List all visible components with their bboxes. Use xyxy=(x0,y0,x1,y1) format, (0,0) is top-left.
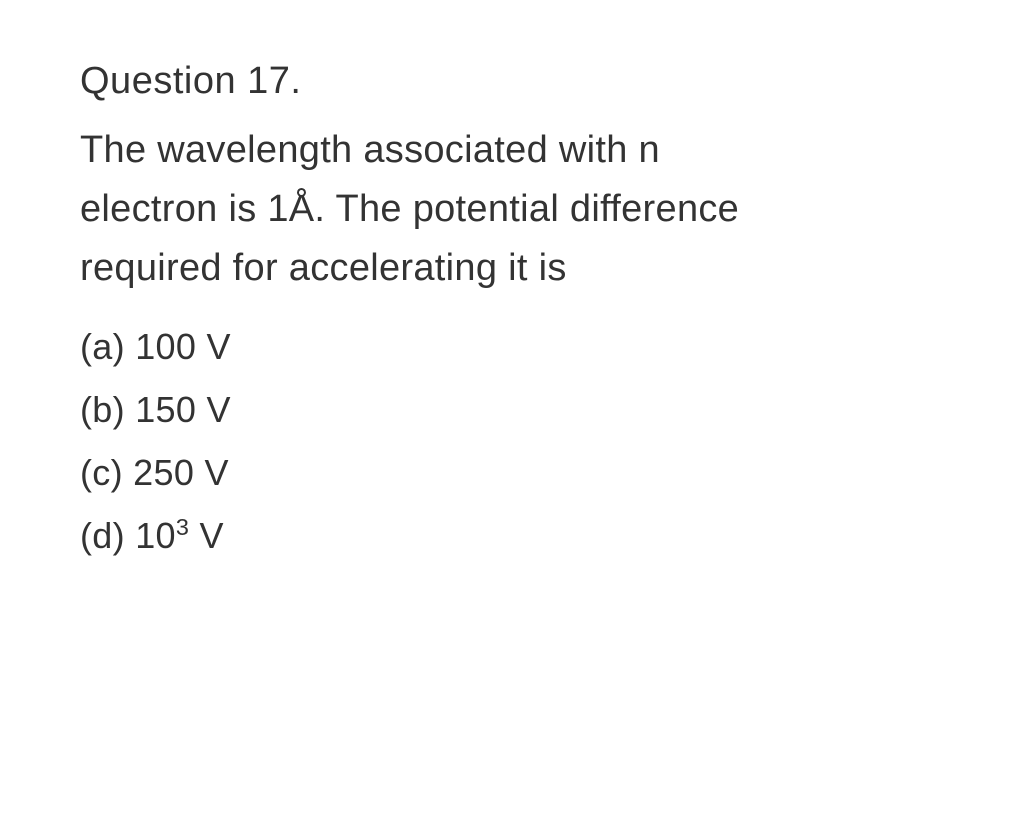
option-d-superscript: 3 xyxy=(176,514,189,540)
options-list: (a) 100 V (b) 150 V (c) 250 V (d) 103 V xyxy=(80,316,800,567)
question-stem: The wavelength associated with n electro… xyxy=(80,121,800,298)
option-a: (a) 100 V xyxy=(80,316,800,377)
question-number: Question 17. xyxy=(80,60,800,103)
option-b: (b) 150 V xyxy=(80,379,800,440)
question-container: Question 17. The wavelength associated w… xyxy=(80,60,800,566)
option-d-prefix: (d) 10 xyxy=(80,515,176,556)
option-d-suffix: V xyxy=(189,515,224,556)
option-c: (c) 250 V xyxy=(80,442,800,503)
option-d: (d) 103 V xyxy=(80,505,800,566)
